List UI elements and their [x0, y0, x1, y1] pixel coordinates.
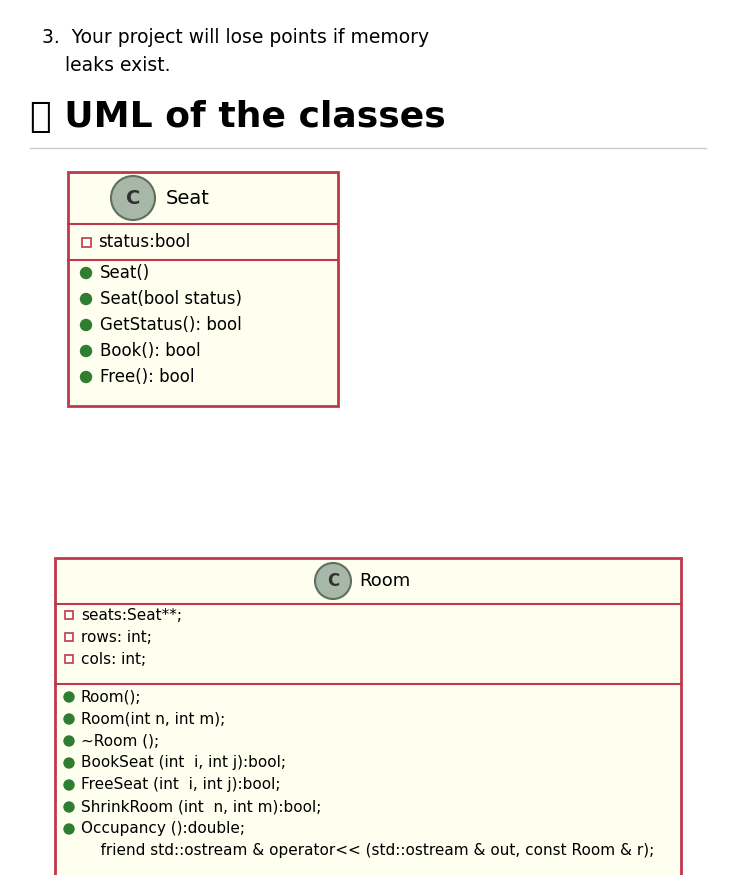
Text: Seat(bool status): Seat(bool status) [100, 290, 242, 308]
Bar [55, 558, 681, 875]
Text: C: C [126, 188, 140, 207]
Ellipse shape [80, 372, 91, 382]
Ellipse shape [64, 802, 74, 812]
Bar [65, 655, 73, 663]
Text: leaks exist.: leaks exist. [65, 56, 171, 75]
Text: 3.  Your project will lose points if memory: 3. Your project will lose points if memo… [42, 28, 429, 47]
Text: Free(): bool: Free(): bool [100, 368, 194, 386]
Text: Room: Room [359, 572, 410, 590]
Ellipse shape [80, 268, 91, 278]
Text: ShrinkRoom (int  n, int m):bool;: ShrinkRoom (int n, int m):bool; [81, 800, 322, 815]
Text: Seat(): Seat() [100, 264, 150, 282]
Ellipse shape [64, 758, 74, 768]
Ellipse shape [315, 563, 351, 599]
Ellipse shape [80, 346, 91, 356]
Text: Book(): bool: Book(): bool [100, 342, 201, 360]
Bar [68, 172, 338, 406]
Text: seats:Seat**;: seats:Seat**; [81, 607, 182, 622]
Text: C: C [327, 572, 339, 590]
Text: Seat: Seat [166, 188, 210, 207]
Bar [65, 611, 73, 619]
Text: GetStatus(): bool: GetStatus(): bool [100, 316, 241, 334]
Ellipse shape [80, 319, 91, 331]
Bar [65, 633, 73, 641]
Text: status:bool: status:bool [98, 233, 190, 251]
Text: ⛓ UML of the classes: ⛓ UML of the classes [30, 100, 446, 134]
Text: rows: int;: rows: int; [81, 629, 152, 645]
Text: Occupancy ():double;: Occupancy ():double; [81, 822, 245, 836]
Ellipse shape [80, 293, 91, 304]
Ellipse shape [64, 824, 74, 834]
Text: friend std::ostream & operator<< (std::ostream & out, const Room & r);: friend std::ostream & operator<< (std::o… [81, 844, 654, 858]
Ellipse shape [111, 176, 155, 220]
Text: cols: int;: cols: int; [81, 652, 146, 667]
Bar [82, 237, 91, 247]
Ellipse shape [64, 780, 74, 790]
Ellipse shape [64, 692, 74, 702]
Text: FreeSeat (int  i, int j):bool;: FreeSeat (int i, int j):bool; [81, 778, 280, 793]
Text: ~Room ();: ~Room (); [81, 733, 159, 748]
Ellipse shape [64, 736, 74, 746]
Text: Room(int n, int m);: Room(int n, int m); [81, 711, 225, 726]
Text: Room();: Room(); [81, 690, 141, 704]
Text: BookSeat (int  i, int j):bool;: BookSeat (int i, int j):bool; [81, 755, 286, 771]
Ellipse shape [64, 714, 74, 724]
